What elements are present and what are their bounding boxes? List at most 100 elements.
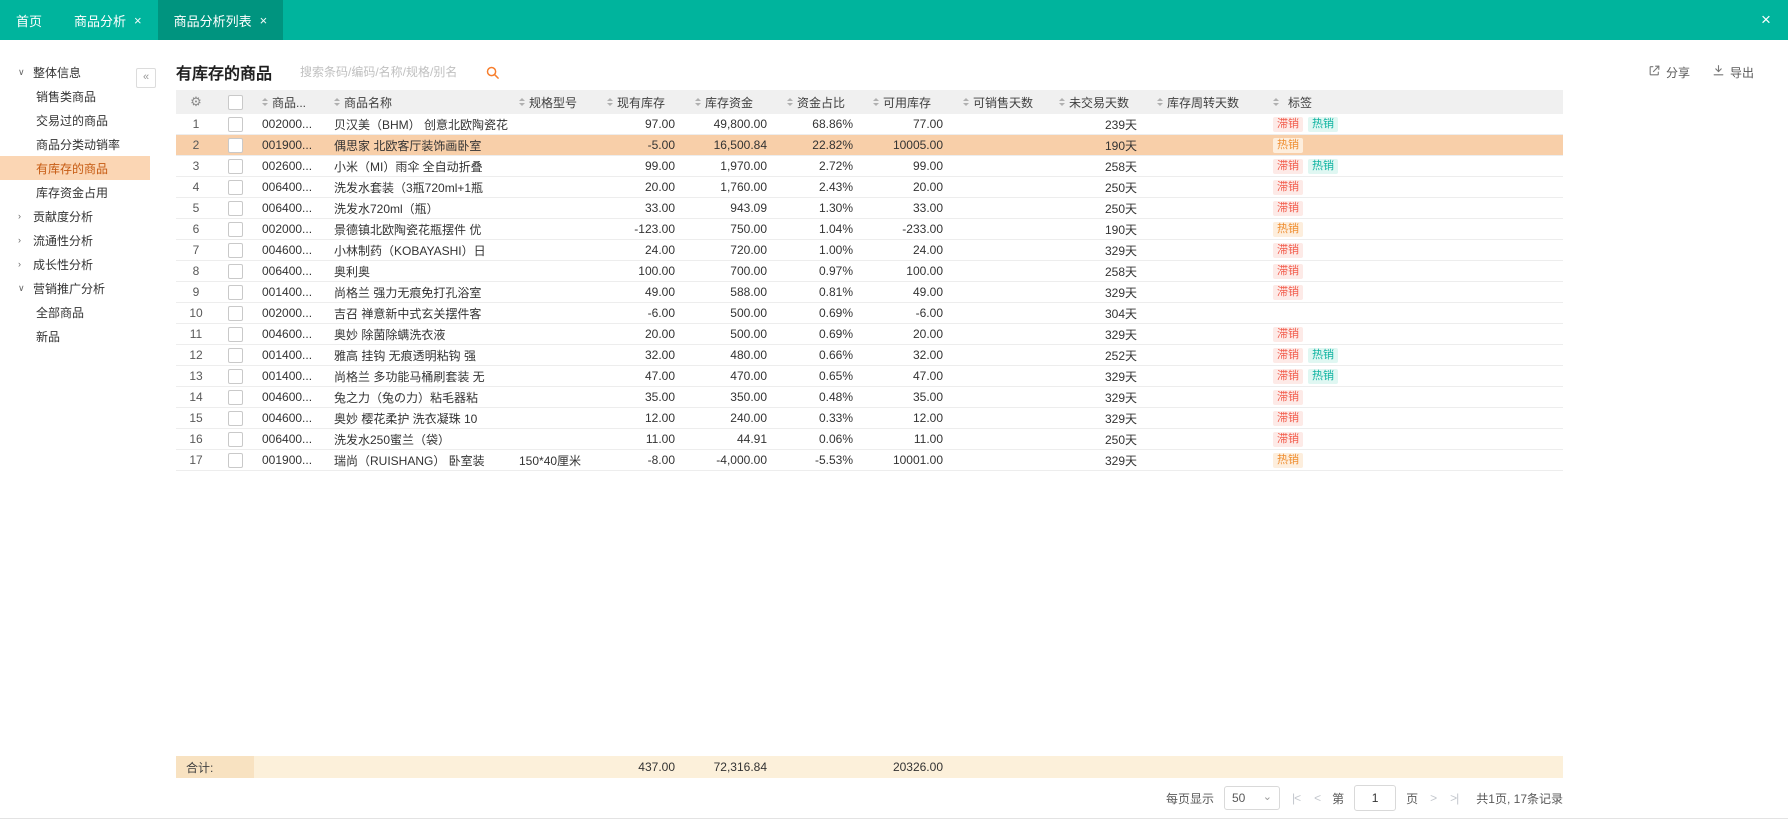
table-row[interactable]: 1 002000... 贝汉美（BHM） 创意北欧陶瓷花 97.00 49,800.00… bbox=[176, 114, 1563, 135]
export-button[interactable]: 导出 bbox=[1712, 64, 1754, 81]
column-header-stock[interactable]: 现有库存 bbox=[599, 90, 687, 114]
cell-idle_days: 239天 bbox=[1104, 117, 1137, 132]
sidebar-item-label: 有库存的商品 bbox=[36, 161, 109, 176]
chevron-down-icon: ∨ bbox=[18, 282, 25, 293]
tag-slow-selling: 滞销 bbox=[1273, 200, 1303, 216]
tag-slow-selling: 滞销 bbox=[1273, 431, 1303, 447]
sidebar-item-all-products[interactable]: 全部商品 bbox=[0, 300, 170, 324]
row-checkbox[interactable] bbox=[227, 179, 243, 195]
sidebar-item-inventory-capital[interactable]: 库存资金占用 bbox=[0, 180, 170, 204]
row-checkbox[interactable] bbox=[227, 137, 243, 153]
cell-checkbox bbox=[216, 387, 254, 407]
row-checkbox[interactable] bbox=[227, 200, 243, 216]
sidebar-item-traded-products[interactable]: 交易过的商品 bbox=[0, 108, 170, 132]
cell-turnover_days bbox=[1149, 450, 1265, 470]
column-header-idle_days[interactable]: 未交易天数 bbox=[1051, 90, 1149, 114]
sidebar-item-new-products[interactable]: 新品 bbox=[0, 324, 170, 348]
row-checkbox[interactable] bbox=[227, 326, 243, 342]
row-index: 16 bbox=[189, 432, 203, 446]
page-size-select[interactable]: 50 ⌄ bbox=[1223, 786, 1280, 810]
sidebar-item-sales-products[interactable]: 销售类商品 bbox=[0, 84, 170, 108]
sidebar-item-category-sales-rate[interactable]: 商品分类动销率 bbox=[0, 132, 170, 156]
row-checkbox[interactable] bbox=[227, 305, 243, 321]
column-settings-gear-icon[interactable]: ⚙ bbox=[190, 94, 202, 109]
sidebar-item-overall-info[interactable]: ∨ 整体信息 bbox=[0, 60, 170, 84]
column-header-ratio[interactable]: 资金占比 bbox=[779, 90, 865, 114]
tab-product-analysis-list[interactable]: 商品分析列表 × bbox=[157, 0, 284, 40]
page-number-input[interactable] bbox=[1354, 785, 1397, 811]
column-header-spec[interactable]: 规格型号 bbox=[511, 90, 599, 114]
row-checkbox[interactable] bbox=[227, 221, 243, 237]
cell-checkbox bbox=[216, 219, 254, 239]
table-body: 1 002000... 贝汉美（BHM） 创意北欧陶瓷花 97.00 49,800.00… bbox=[176, 114, 1788, 471]
sidebar-item-in-stock-products[interactable]: 有库存的商品 bbox=[0, 156, 150, 180]
sidebar-item-marketing-analysis[interactable]: ∨ 营销推广分析 bbox=[0, 276, 170, 300]
sort-icon bbox=[262, 98, 268, 106]
column-header-available[interactable]: 可用库存 bbox=[865, 90, 955, 114]
row-checkbox[interactable] bbox=[227, 410, 243, 426]
table-row[interactable]: 14 004600... 兔之力（兔の力）粘毛器粘 35.00 350.00 0.48% 3… bbox=[176, 387, 1563, 408]
table-row[interactable]: 5 006400... 洗发水720ml（瓶） 33.00 943.09 1.30% 33.… bbox=[176, 198, 1563, 219]
table-row[interactable]: 8 006400... 奥利奥 100.00 700.00 0.97% 100.00 258天… bbox=[176, 261, 1563, 282]
tab-close-icon[interactable]: × bbox=[134, 12, 142, 28]
sidebar-item-contribution-analysis[interactable]: › 贡献度分析 bbox=[0, 204, 170, 228]
column-header-turnover_days[interactable]: 库存周转天数 bbox=[1149, 90, 1265, 114]
row-checkbox[interactable] bbox=[227, 263, 243, 279]
table-row[interactable]: 12 001400... 雅高 挂钩 无痕透明粘钩 强 32.00 480.00 0.66… bbox=[176, 345, 1563, 366]
share-button[interactable]: 分享 bbox=[1648, 64, 1690, 81]
cell-code: 002000... bbox=[262, 222, 313, 236]
search-input[interactable] bbox=[298, 64, 478, 80]
table-row[interactable]: 17 001900... 瑞尚（RUISHANG） 卧室装 150*40厘米 -8.00… bbox=[176, 450, 1563, 471]
last-page-icon[interactable]: >| bbox=[1450, 791, 1459, 805]
main-content: 有库存的商品 分享 导出 ⚙ 商品... 商品名称 规格型号 现有库存 库存资金 资金占比 bbox=[170, 40, 1788, 818]
column-header-capital[interactable]: 库存资金 bbox=[687, 90, 779, 114]
table-row[interactable]: 10 002000... 吉召 禅意新中式玄关摆件客 -6.00 500.00 0.69%… bbox=[176, 303, 1563, 324]
row-checkbox[interactable] bbox=[227, 347, 243, 363]
cell-checkbox bbox=[216, 135, 254, 155]
row-checkbox[interactable] bbox=[227, 242, 243, 258]
table-row[interactable]: 3 002600... 小米（MI）雨伞 全自动折叠 99.00 1,970.00 2.7… bbox=[176, 156, 1563, 177]
table-row[interactable]: 4 006400... 洗发水套装（3瓶720ml+1瓶 20.00 1,760.00 2… bbox=[176, 177, 1563, 198]
tab-home[interactable]: 首页 bbox=[0, 0, 58, 40]
row-checkbox[interactable] bbox=[227, 368, 243, 384]
top-tab-bar: 首页 商品分析 × 商品分析列表 × × bbox=[0, 0, 1788, 40]
sidebar-item-growth-analysis[interactable]: › 成长性分析 bbox=[0, 252, 170, 276]
row-checkbox[interactable] bbox=[227, 431, 243, 447]
row-checkbox[interactable] bbox=[227, 158, 243, 174]
column-header-sell_days[interactable]: 可销售天数 bbox=[955, 90, 1051, 114]
table-row[interactable]: 9 001400... 尚格兰 强力无痕免打孔浴室 49.00 588.00 0.81% 4… bbox=[176, 282, 1563, 303]
table-row[interactable]: 13 001400... 尚格兰 多功能马桶刷套装 无 47.00 470.00 0.65… bbox=[176, 366, 1563, 387]
prev-page-icon[interactable]: < bbox=[1314, 791, 1321, 805]
close-all-icon[interactable]: × bbox=[1761, 10, 1771, 29]
first-page-icon[interactable]: |< bbox=[1291, 791, 1301, 805]
cell-idle_days: 329天 bbox=[1104, 411, 1137, 426]
column-label: 商品名称 bbox=[344, 95, 393, 110]
row-checkbox[interactable] bbox=[227, 389, 243, 405]
cell-name: 瑞尚（RUISHANG） 卧室装 bbox=[334, 453, 485, 468]
tab-close-icon[interactable]: × bbox=[259, 12, 268, 28]
cell-ratio: 1.00% bbox=[818, 243, 853, 257]
row-checkbox[interactable] bbox=[227, 284, 243, 300]
row-checkbox[interactable] bbox=[227, 116, 243, 132]
cell-name: 尚格兰 多功能马桶刷套装 无 bbox=[334, 369, 485, 384]
next-page-icon[interactable]: > bbox=[1430, 791, 1437, 805]
table-row[interactable]: 6 002000... 景德镇北欧陶瓷花瓶摆件 优 -123.00 750.00 1.04… bbox=[176, 219, 1563, 240]
cell-spec bbox=[511, 135, 599, 155]
select-all-checkbox[interactable] bbox=[227, 94, 243, 110]
tab-product-analysis[interactable]: 商品分析 × bbox=[58, 0, 158, 40]
table-row[interactable]: 7 004600... 小林制药（KOBAYASHI）日 24.00 720.00 1.0… bbox=[176, 240, 1563, 261]
sidebar-collapse-button[interactable]: « bbox=[136, 68, 156, 88]
column-header-tags[interactable]: 标签 bbox=[1265, 90, 1563, 114]
row-checkbox[interactable] bbox=[227, 452, 243, 468]
column-header-name[interactable]: 商品名称 bbox=[326, 90, 511, 114]
table-row[interactable]: 15 004600... 奥妙 樱花柔护 洗衣凝珠 10 12.00 240.00 0.3… bbox=[176, 408, 1563, 429]
cell-ratio: 0.69% bbox=[818, 327, 853, 341]
column-header-code[interactable]: 商品... bbox=[254, 90, 326, 114]
cell-capital: 44.91 bbox=[736, 432, 767, 446]
search-icon[interactable] bbox=[485, 65, 500, 80]
table-row[interactable]: 16 006400... 洗发水250蜜兰（袋） 11.00 44.91 0.06% 11.… bbox=[176, 429, 1563, 450]
sort-icon bbox=[1059, 98, 1065, 106]
table-row[interactable]: 2 001900... 偶思家 北欧客厅装饰画卧室 -5.00 16,500.84 22.… bbox=[176, 135, 1563, 156]
table-row[interactable]: 11 004600... 奥妙 除菌除螨洗衣液 20.00 500.00 0.69% 20.… bbox=[176, 324, 1563, 345]
sidebar-item-circulation-analysis[interactable]: › 流通性分析 bbox=[0, 228, 170, 252]
